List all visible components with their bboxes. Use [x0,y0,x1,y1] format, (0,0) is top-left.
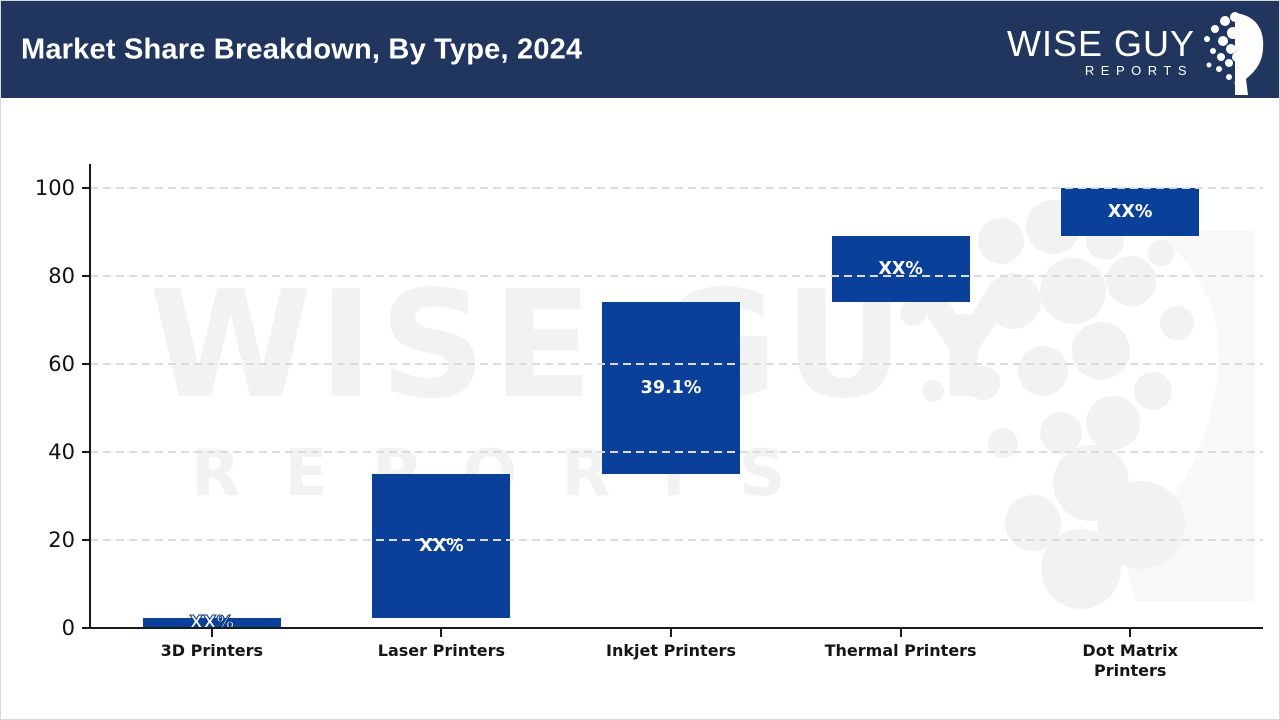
category-label: Thermal Printers [824,641,977,660]
bar [1061,188,1200,236]
bar [372,473,511,618]
category-label: Laser Printers [377,641,506,660]
bar [831,235,970,302]
x-tick [670,629,672,637]
category-label: 3D Printers [160,641,263,660]
x-tick [1129,629,1132,637]
gridline [90,275,1263,277]
gridline [90,451,1263,453]
bar-value-label: 39.1% [640,377,702,398]
y-tick [82,363,90,365]
category-label: Dot Matrix Printers [1082,641,1178,680]
y-tick [82,275,90,277]
gridline [90,363,1263,365]
y-tick [82,539,90,541]
x-axis-line [89,627,1263,629]
ytick-label: 60 [48,352,75,376]
y-axis-line [89,164,91,629]
bar [142,617,281,628]
category-label: Inkjet Printers [606,641,736,660]
header-banner: Market Share Breakdown, By Type, 2024 WI… [1,1,1279,98]
ytick-label: 0 [61,616,75,640]
y-tick [82,627,90,629]
bar [602,301,740,474]
gridline [90,187,1263,189]
brand-logo: WISE GUY REPORTS [1007,9,1265,95]
y-tick [82,451,90,453]
bar-value-label: XX% [1107,201,1153,222]
logo-face-icon [1204,12,1264,95]
ytick-label: 40 [48,440,75,464]
ytick-label: 20 [48,528,75,552]
ytick-label: 80 [48,264,75,288]
y-tick [82,187,90,189]
bar-value-label: XX% [419,535,464,556]
x-tick [440,629,443,637]
gridline [90,539,1263,541]
logo-subtext: REPORTS [1084,63,1193,78]
x-tick [899,629,902,637]
bar-value-label: XX% [878,258,923,279]
logo-wordmark: WISE GUY [1006,23,1195,64]
ytick-label: 100 [34,176,75,200]
page-title: Market Share Breakdown, By Type, 2024 [21,33,583,65]
x-tick [210,629,213,637]
